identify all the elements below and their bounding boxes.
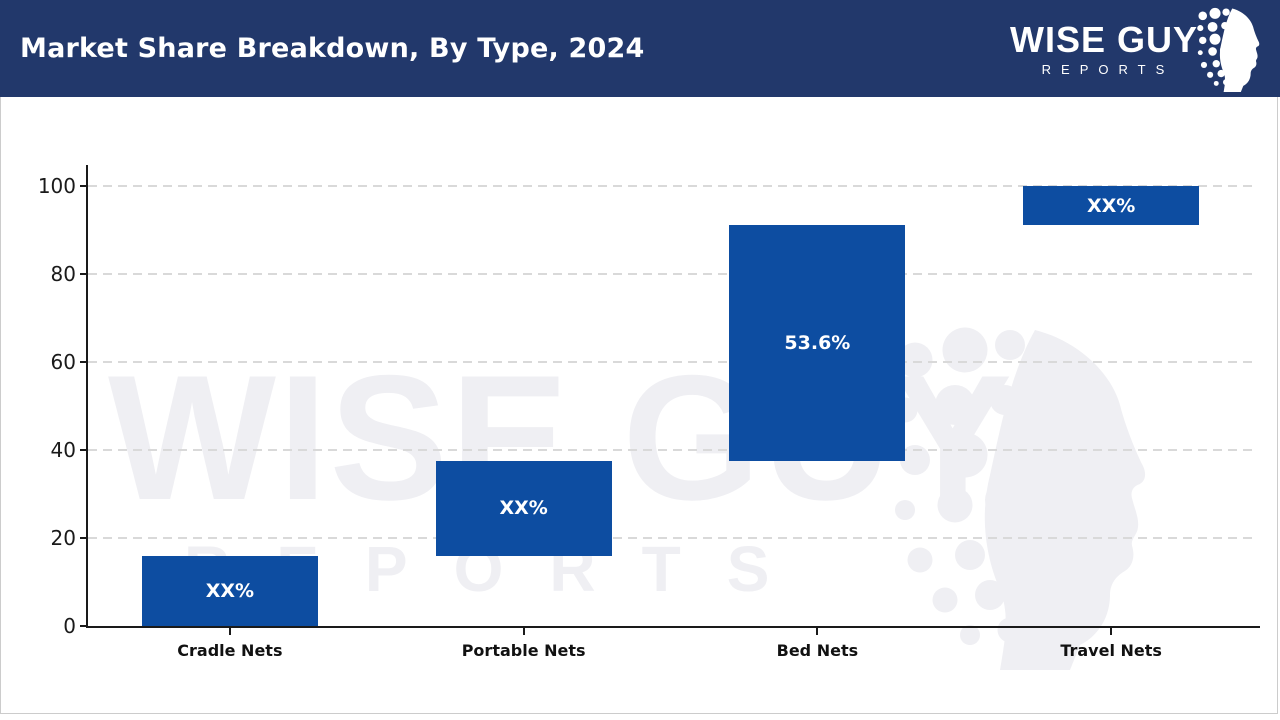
gridline-y20 [88,537,1258,539]
bar-bed-nets: 53.6% [729,225,906,461]
y-tick-mark [80,537,87,539]
x-tick-mark [522,628,525,635]
bar-travel-nets: XX% [1023,186,1200,226]
y-tick-label: 100 [37,174,76,198]
x-axis-line [86,626,1260,628]
bar-value-label: XX% [499,497,548,520]
bar-value-label: 53.6% [784,332,851,355]
y-tick-mark [80,273,87,275]
card-border-left [0,97,1,713]
bar-value-label: XX% [1086,194,1136,217]
x-tick-mark [816,628,819,635]
brand-name: WISE GUY [1009,18,1198,60]
x-tick-mark [1110,628,1113,635]
card-border-bottom [0,713,1278,714]
gridline-y80 [88,273,1258,275]
y-tick-label: 0 [63,614,76,638]
page-title: Market Share Breakdown, By Type, 2024 [20,33,645,64]
brand-logo: WISE GUY REPORTS [1010,6,1270,92]
x-category-label: Bed Nets [776,641,859,660]
y-tick-label: 20 [50,526,76,550]
brand-face-icon [1197,7,1260,92]
header-bar: Market Share Breakdown, By Type, 2024 WI… [0,0,1280,97]
y-tick-mark [80,625,87,627]
bar-value-label: XX% [205,579,255,602]
bar-cradle-nets: XX% [141,555,318,626]
y-tick-mark [80,185,87,187]
y-axis-line [86,165,88,628]
x-category-label: Travel Nets [1060,641,1162,660]
brand-logo-text: WISE GUY REPORTS [1009,18,1198,77]
y-tick-label: 40 [50,438,76,462]
y-tick-mark [80,449,87,451]
x-tick-mark [228,628,231,635]
gridline-y60 [88,361,1258,363]
brand-subtitle: REPORTS [1041,61,1175,77]
y-tick-mark [80,361,87,363]
x-category-label: Cradle Nets [177,641,283,660]
bar-portable-nets: XX% [435,461,612,556]
y-tick-label: 60 [50,350,76,374]
y-tick-label: 80 [50,262,76,286]
gridline-y100 [88,185,1258,187]
card-border-right [1277,97,1278,713]
x-category-label: Portable Nets [461,641,586,660]
gridline-y40 [88,449,1258,451]
